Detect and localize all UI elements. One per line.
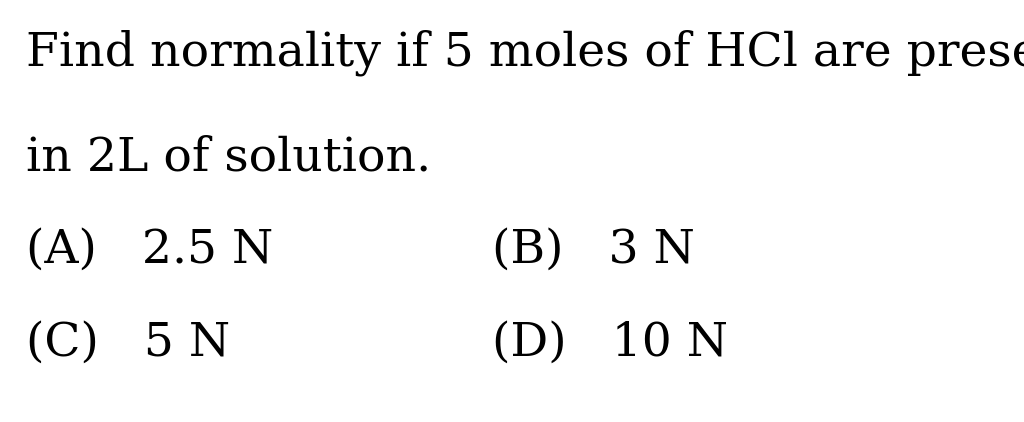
Text: (A)   2.5 N: (A) 2.5 N (26, 228, 273, 273)
Text: in 2L of solution.: in 2L of solution. (26, 135, 431, 180)
Text: (D)   10 N: (D) 10 N (492, 321, 728, 366)
Text: (B)   3 N: (B) 3 N (492, 228, 694, 273)
Text: Find normality if 5 moles of HCl are present: Find normality if 5 moles of HCl are pre… (26, 30, 1024, 76)
Text: (C)   5 N: (C) 5 N (26, 321, 229, 366)
